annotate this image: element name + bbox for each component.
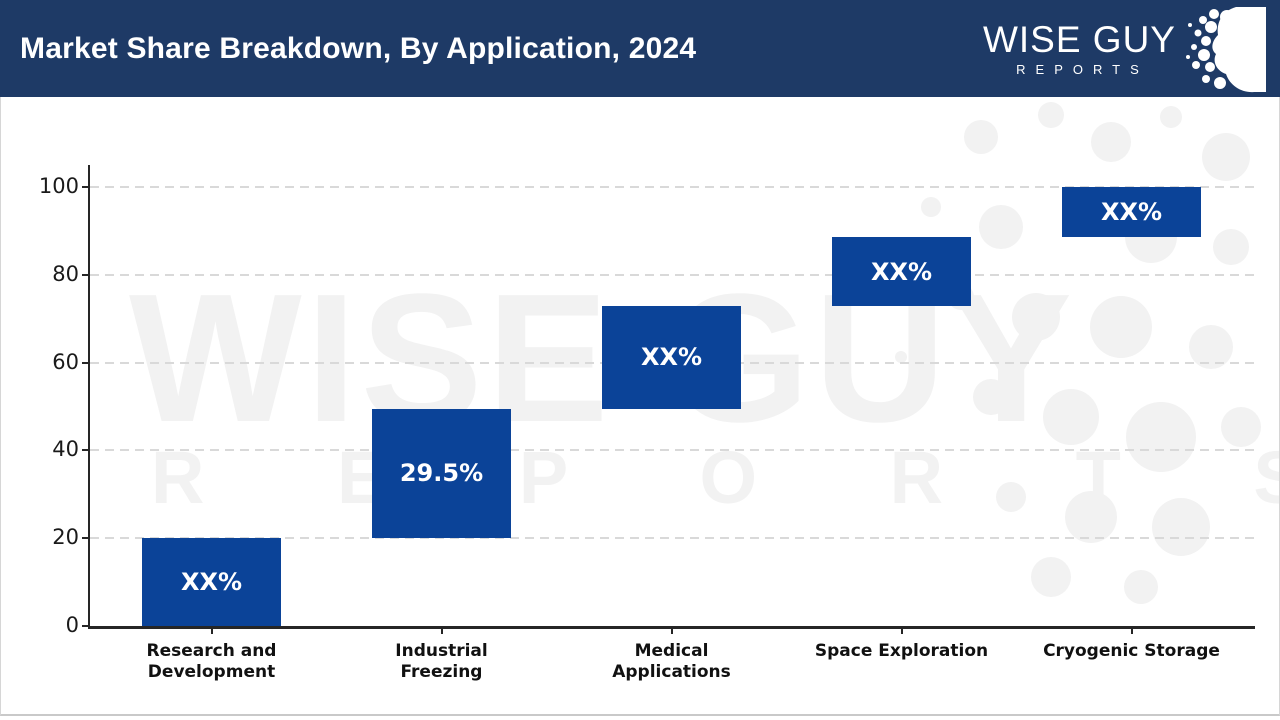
brand-logo: WISE GUY REPORTS (983, 5, 1266, 93)
footer-strip (0, 716, 1280, 720)
y-tick (82, 361, 89, 364)
x-category-label: Space Exploration (814, 641, 989, 661)
x-tick (210, 627, 213, 634)
y-tick-label: 60 (52, 349, 79, 374)
watermark-dot (1090, 296, 1152, 358)
y-tick (82, 273, 89, 276)
y-tick (82, 186, 89, 188)
watermark-dot (979, 205, 1023, 249)
x-category-label: Medical Applications (612, 641, 731, 683)
bar-1: 29.5% (372, 408, 511, 539)
page-title: Market Share Breakdown, By Application, … (20, 31, 697, 65)
gridline (90, 537, 1254, 540)
chart-area: WISE GUY R E P O R T S 0 20 40 60 80 100 XX% Re… (0, 97, 1280, 716)
bar-4: XX% (1062, 187, 1201, 238)
watermark-dot (1065, 491, 1117, 543)
watermark-dot (973, 379, 1009, 415)
watermark-dot (1213, 229, 1249, 265)
watermark-dot (1038, 102, 1064, 128)
watermark-dot (1202, 133, 1250, 181)
bar-value-label: XX% (1100, 198, 1163, 227)
y-tick (82, 449, 89, 452)
watermark-dot (1012, 293, 1060, 341)
y-tick-label: 100 (38, 174, 79, 198)
watermark-dot (921, 197, 941, 217)
x-category-label: Research and Development (146, 641, 277, 683)
header-bar: Market Share Breakdown, By Application, … (0, 0, 1280, 97)
bar-2: XX% (602, 305, 741, 409)
y-tick-label: 40 (52, 437, 79, 462)
watermark-dot (1091, 122, 1131, 162)
watermark-dot (1152, 498, 1210, 556)
watermark-dot (1124, 570, 1158, 604)
y-tick (82, 625, 89, 627)
x-axis-line (88, 626, 1255, 629)
x-category-label: Cryogenic Storage (1043, 641, 1220, 661)
brand-logo-text: WISE GUY REPORTS (983, 21, 1176, 76)
bar-3: XX% (832, 237, 971, 306)
watermark-dot (1160, 106, 1182, 128)
x-tick (670, 627, 673, 634)
watermark-dot (1031, 557, 1071, 597)
brand-name: WISE GUY (982, 19, 1176, 60)
watermark-dot (895, 351, 907, 363)
y-axis-line (88, 165, 90, 628)
y-tick (82, 537, 89, 540)
bar-0: XX% (142, 538, 281, 626)
x-tick (440, 627, 443, 634)
bar-value-label: XX% (640, 343, 703, 372)
x-tick (1130, 627, 1133, 634)
watermark-dot (1126, 402, 1196, 472)
face-profile-icon (1186, 6, 1266, 92)
y-tick-label: 0 (65, 613, 79, 637)
watermark-dot (1043, 389, 1099, 445)
y-tick-label: 20 (52, 525, 79, 550)
gridline (90, 449, 1254, 452)
bar-value-label: 29.5% (399, 459, 484, 488)
y-tick-label: 80 (52, 261, 79, 286)
gridline (90, 273, 1254, 276)
gridline (90, 186, 1254, 188)
bar-value-label: XX% (870, 257, 933, 286)
x-tick (900, 627, 903, 634)
brand-subtitle: REPORTS (1016, 62, 1149, 77)
x-category-label: Industrial Freezing (395, 641, 488, 683)
watermark-dot (964, 120, 998, 154)
bar-value-label: XX% (180, 568, 243, 597)
watermark-dot (1221, 407, 1261, 447)
watermark-dot (996, 482, 1026, 512)
